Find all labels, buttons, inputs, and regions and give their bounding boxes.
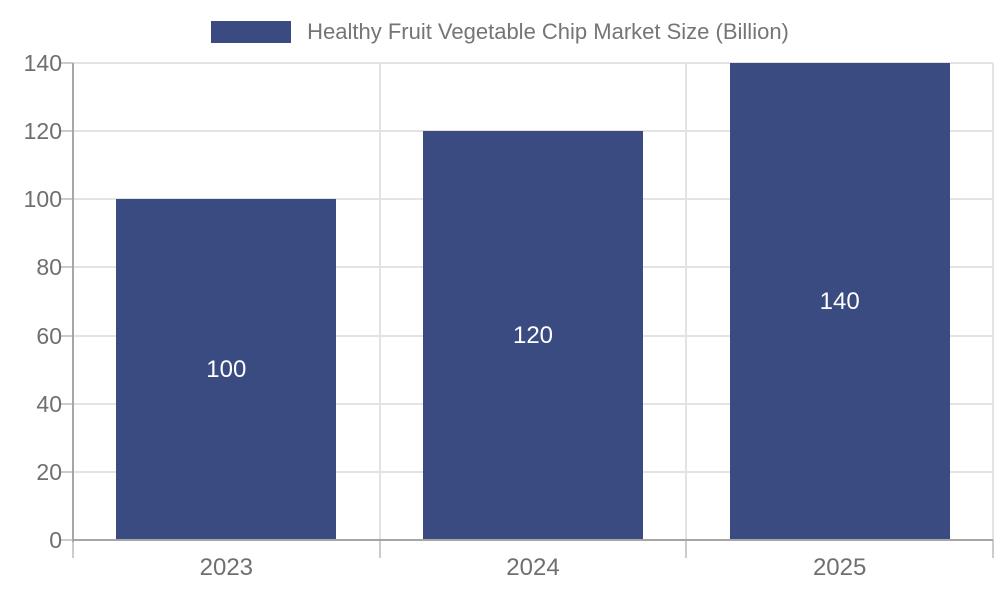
bar-value-label: 100 — [206, 355, 247, 383]
bar-2023: 100 — [116, 199, 337, 540]
vertical-gridline — [685, 63, 688, 540]
y-axis-tick-label: 100 — [23, 186, 62, 213]
y-axis-tick-label: 0 — [49, 527, 62, 553]
legend-swatch — [211, 21, 292, 43]
legend-label: Healthy Fruit Vegetable Chip Market Size… — [307, 19, 789, 44]
horizontal-gridline — [73, 62, 993, 64]
y-axis-tick — [60, 130, 73, 133]
y-axis-tick — [60, 62, 73, 64]
x-axis-tick — [992, 540, 994, 558]
vertical-gridline — [992, 63, 994, 540]
y-axis-tick — [60, 402, 73, 405]
y-axis-tick-label: 120 — [23, 118, 62, 145]
y-axis-tick-label: 80 — [36, 254, 62, 281]
y-axis-tick-label: 140 — [23, 50, 62, 76]
y-axis-tick-label: 40 — [36, 390, 62, 417]
x-axis-tick-label-2023: 2023 — [199, 554, 254, 581]
y-axis-tick — [60, 198, 73, 201]
x-axis-tick-label-2025: 2025 — [812, 554, 867, 581]
y-axis-tick-label: 60 — [36, 322, 62, 349]
x-axis-tick-label-2024: 2024 — [506, 554, 560, 581]
x-axis-line — [73, 539, 993, 541]
y-axis-tick — [60, 539, 73, 541]
y-axis-line — [72, 63, 74, 542]
vertical-gridline — [378, 63, 381, 540]
y-axis-tick — [60, 266, 73, 269]
y-axis-tick-label: 20 — [36, 458, 62, 485]
legend-item[interactable]: Healthy Fruit Vegetable Chip Market Size… — [0, 17, 1000, 47]
bar-value-label: 120 — [512, 321, 554, 349]
x-axis-tick — [378, 540, 381, 558]
bar-2024: 120 — [423, 131, 643, 540]
y-axis-tick — [60, 334, 73, 337]
y-axis-tick — [60, 470, 73, 473]
bar-2025: 140 — [729, 63, 950, 540]
x-axis-tick — [72, 540, 74, 558]
x-axis-tick — [685, 540, 688, 558]
bar-value-label: 140 — [819, 287, 860, 315]
